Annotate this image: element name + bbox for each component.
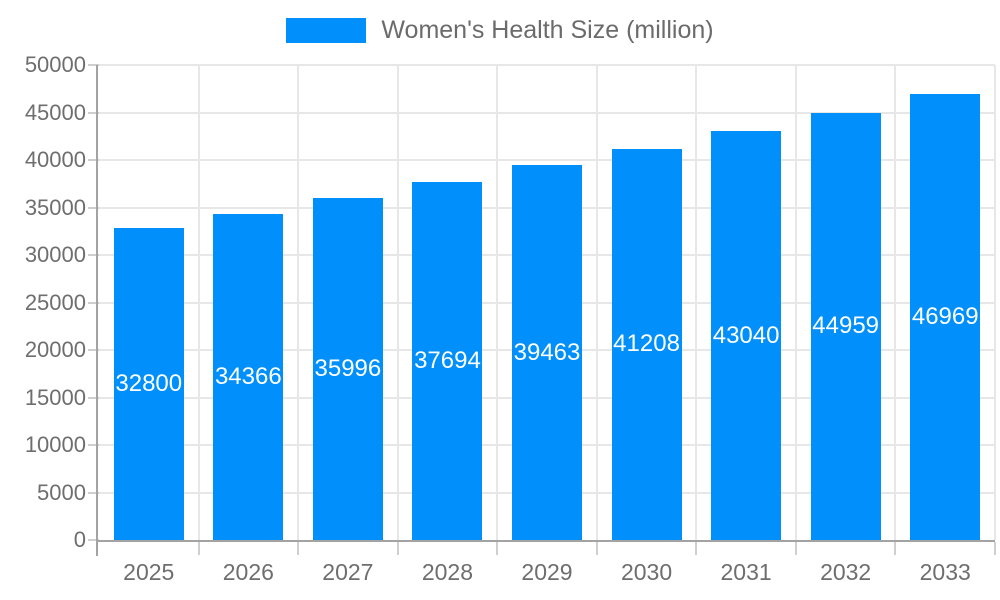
y-axis-tick-label: 35000	[24, 194, 86, 220]
x-axis-tick-label: 2030	[620, 559, 673, 585]
y-axis-tick-label: 20000	[24, 337, 86, 362]
x-gridline	[197, 65, 200, 540]
x-gridline	[496, 65, 499, 540]
bar-2025[interactable]	[113, 228, 184, 540]
y-gridline	[99, 111, 995, 114]
y-axis-tick	[88, 111, 99, 114]
bar-2029[interactable]	[512, 165, 582, 540]
bar-value-label: 44959	[812, 312, 880, 340]
y-axis-tick-label: 50000	[24, 52, 86, 77]
x-axis-tick	[396, 542, 399, 555]
x-axis-tick	[794, 542, 797, 555]
y-axis-tick-label: 5000	[37, 479, 86, 505]
bar-2028[interactable]	[412, 181, 483, 540]
x-axis-tick-label: 2026	[222, 559, 274, 585]
x-gridline	[794, 65, 797, 540]
y-axis-tick-label: 0	[73, 527, 86, 552]
legend-label: Women's Health Size (million)	[381, 16, 714, 44]
y-axis-tick-label: 10000	[24, 432, 86, 457]
bar-value-label: 46969	[911, 302, 979, 330]
bar-value-label: 35996	[314, 355, 382, 383]
y-axis-tick	[88, 539, 99, 541]
bar-2030[interactable]	[611, 148, 682, 540]
y-axis-tick	[88, 206, 99, 209]
x-axis-tick-label: 2033	[919, 559, 971, 585]
y-axis-tick	[88, 444, 99, 446]
bar-value-label: 41208	[613, 330, 680, 358]
x-gridline	[994, 65, 996, 540]
y-axis-tick-label: 25000	[24, 289, 86, 315]
bar-value-label: 37694	[414, 346, 481, 374]
x-axis-tick-label: 2025	[123, 559, 175, 585]
y-axis-tick	[88, 254, 99, 256]
x-axis-tick	[297, 542, 300, 555]
x-axis-tick	[595, 542, 598, 555]
y-gridline	[99, 159, 995, 161]
legend[interactable]: Women's Health Size (million)	[0, 16, 1000, 45]
x-axis-tick	[894, 542, 897, 555]
x-axis-tick-label: 2029	[521, 559, 573, 585]
y-axis-tick	[88, 301, 99, 304]
bar-value-label: 34366	[214, 362, 282, 390]
bar-value-label: 39463	[513, 338, 581, 366]
x-gridline	[396, 65, 399, 540]
x-axis-line	[96, 540, 995, 542]
y-axis-tick	[88, 64, 99, 66]
x-axis-tick-label: 2031	[720, 559, 772, 585]
x-axis-tick	[695, 542, 698, 555]
x-axis-tick-label: 2032	[820, 559, 872, 585]
bar-value-label: 43040	[712, 321, 780, 349]
y-axis-tick	[88, 159, 99, 161]
y-axis-tick	[88, 349, 99, 351]
y-axis-tick	[88, 491, 99, 494]
x-axis-tick-label: 2027	[322, 559, 374, 585]
y-axis-tick-label: 40000	[24, 147, 86, 172]
bar-2032[interactable]	[810, 112, 881, 540]
legend-swatch	[286, 18, 367, 43]
x-axis-tick-label: 2028	[421, 559, 474, 585]
y-gridline	[99, 64, 995, 66]
x-gridline	[695, 65, 698, 540]
bar-2026[interactable]	[213, 213, 284, 540]
y-axis-line	[96, 65, 98, 556]
x-gridline	[297, 65, 300, 540]
y-axis-tick-label: 30000	[24, 242, 86, 267]
y-axis-tick-label: 15000	[24, 384, 86, 410]
x-gridline	[595, 65, 598, 540]
y-axis-tick-label: 45000	[24, 99, 86, 125]
bar-2033[interactable]	[910, 93, 981, 540]
x-gridline	[894, 65, 897, 540]
bar-2027[interactable]	[312, 198, 383, 540]
y-axis-tick	[88, 396, 99, 399]
x-axis-tick	[994, 542, 996, 555]
bar-2031[interactable]	[711, 131, 782, 540]
x-axis-tick	[197, 542, 200, 555]
bar-value-label: 32800	[115, 370, 183, 398]
x-axis-tick	[496, 542, 499, 555]
